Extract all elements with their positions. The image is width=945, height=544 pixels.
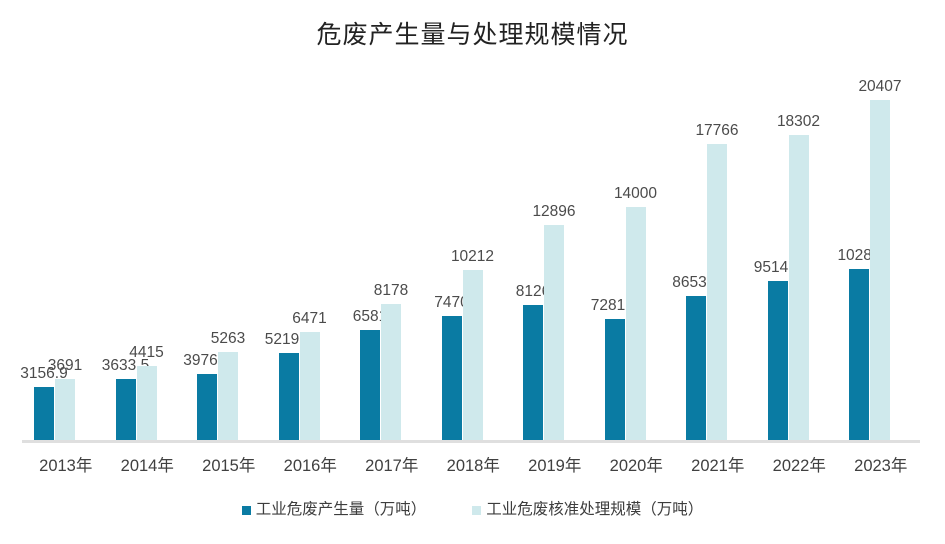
bar-value-label: 5263 (210, 330, 246, 348)
legend-label: 工业危废产生量（万吨） (255, 501, 427, 518)
bar-2015-series-0[interactable] (197, 373, 217, 440)
bar-group: 7281.8 14000 (591, 100, 675, 440)
bar-2019-series-0[interactable] (523, 304, 543, 440)
bar-value-label: 14000 (613, 184, 658, 202)
x-axis-label-2015: 2015年 (202, 457, 256, 475)
bar-value-label: 10281 (837, 246, 881, 264)
plot-area: 3156.9 3691 3633.5 4415 3976.1 5263 5219.5 6471… (20, 78, 920, 440)
bar-2017-series-0[interactable] (360, 330, 380, 440)
bar-group: 6581 8178 (348, 100, 430, 440)
bar-2014-series-1[interactable] (136, 366, 157, 440)
legend-item-1[interactable]: 工业危废核准处理规模（万吨） (472, 500, 703, 520)
bar-2021-series-1[interactable] (707, 144, 727, 440)
bar-2020-series-0[interactable] (604, 318, 625, 440)
legend-swatch-icon (472, 505, 482, 515)
x-axis-label-2022: 2022年 (772, 457, 826, 475)
x-axis-label-2016: 2016年 (283, 457, 337, 475)
bar-group: 7470 10212 (430, 100, 512, 440)
bar-value-label: 18302 (776, 113, 821, 131)
bar-group: 3633.5 4415 (102, 100, 186, 440)
bar-value-label: 6471 (292, 310, 327, 328)
bar-2022-series-0[interactable] (767, 281, 788, 440)
bar-group: 10281 20407 (837, 78, 919, 440)
bar-group: 8126 12896 (511, 100, 593, 440)
bar-value-label: 8126 (515, 282, 551, 300)
bar-2014-series-0[interactable] (115, 379, 136, 440)
bar-group: 5219.5 6471 (265, 100, 349, 440)
x-axis-label-2020: 2020年 (609, 457, 663, 475)
bar-2015-series-1[interactable] (218, 352, 238, 440)
bar-value-label: 20407 (858, 78, 902, 95)
x-axis-label-2021: 2021年 (691, 457, 745, 475)
chart-legend: 工业危废产生量（万吨） 工业危废核准处理规模（万吨） (0, 500, 945, 520)
legend-label: 工业危废核准处理规模（万吨） (486, 501, 704, 518)
bar-2023-series-0[interactable] (849, 268, 869, 440)
bar-2017-series-1[interactable] (381, 303, 401, 440)
bar-2016-series-1[interactable] (299, 332, 320, 440)
bar-value-label: 17766 (695, 122, 739, 140)
bar-2023-series-1[interactable] (870, 100, 890, 440)
bar-value-label: 3156.9 (20, 365, 68, 383)
legend-swatch-icon (241, 505, 251, 515)
bar-value-label: 10212 (450, 247, 495, 265)
bar-2019-series-1[interactable] (544, 225, 564, 440)
bar-group: 8653.6 17766 (672, 100, 756, 440)
x-axis-label-2018: 2018年 (446, 457, 500, 475)
bar-value-label: 8178 (373, 281, 409, 299)
bar-group: 3976.1 5263 (183, 100, 267, 440)
bar-value-label: 6581 (352, 308, 388, 326)
bar-group: 3156.9 3691 (20, 100, 104, 440)
x-axis-label-2013: 2013年 (39, 457, 93, 475)
x-axis-label-2017: 2017年 (365, 457, 419, 475)
bar-value-label: 7470 (434, 293, 469, 311)
x-axis-label-2014: 2014年 (120, 457, 174, 475)
x-axis-label-2023: 2023年 (854, 457, 908, 475)
legend-item-0[interactable]: 工业危废产生量（万吨） (241, 500, 427, 520)
bar-value-label: 3691 (47, 356, 83, 374)
bar-value-label: 4415 (129, 344, 164, 362)
bar-2018-series-0[interactable] (441, 315, 462, 440)
chart-title: 危废产生量与处理规模情况 (316, 21, 629, 49)
x-axis-baseline (22, 440, 920, 443)
bar-2013-series-1[interactable] (55, 378, 75, 440)
bar-2018-series-1[interactable] (462, 269, 483, 440)
bar-2020-series-1[interactable] (625, 206, 646, 440)
bar-group: 9514.8 18302 (754, 100, 838, 440)
bar-2021-series-0[interactable] (686, 295, 706, 440)
bar-2022-series-1[interactable] (788, 135, 809, 440)
bar-2016-series-0[interactable] (278, 353, 299, 440)
bar-2013-series-0[interactable] (34, 387, 54, 440)
bar-value-label: 12896 (532, 203, 576, 221)
x-axis-label-2019: 2019年 (528, 457, 582, 475)
